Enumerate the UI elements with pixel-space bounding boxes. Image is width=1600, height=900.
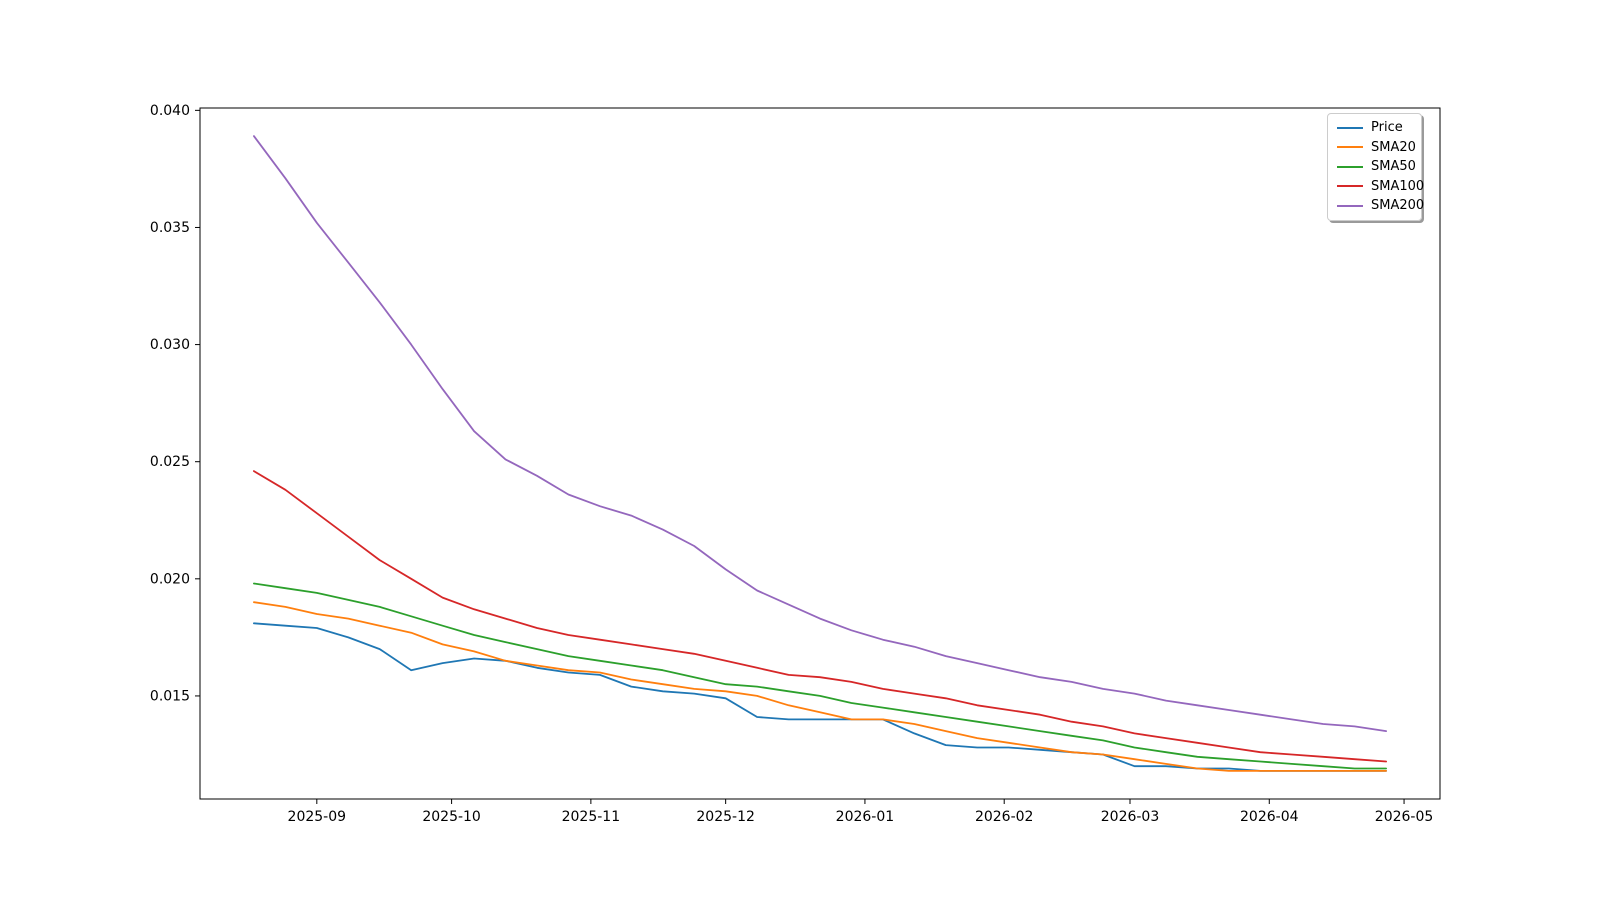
y-tick-label: 0.015 xyxy=(150,688,190,704)
legend-item-sma50: SMA50 xyxy=(1337,157,1416,177)
legend-swatch-sma20 xyxy=(1337,146,1363,149)
plot-border xyxy=(199,107,1441,800)
y-tick-label: 0.040 xyxy=(150,103,190,119)
y-tick-label: 0.035 xyxy=(150,220,190,236)
legend-label: SMA50 xyxy=(1371,159,1416,174)
legend-label: SMA200 xyxy=(1371,198,1425,213)
x-tick-label: 2025-09 xyxy=(288,809,347,825)
x-tick-label: 2026-03 xyxy=(1101,809,1160,825)
x-tick-label: 2025-11 xyxy=(562,809,621,825)
series-line-price xyxy=(252,622,1387,772)
series-line-sma50 xyxy=(252,582,1387,770)
legend: Price SMA20 SMA50 SMA100 SMA200 xyxy=(1327,113,1424,221)
legend-item-sma20: SMA20 xyxy=(1337,138,1416,158)
x-tick-label: 2025-10 xyxy=(422,809,481,825)
y-tick-label: 0.025 xyxy=(150,454,190,470)
x-tick-label: 2026-02 xyxy=(975,809,1034,825)
legend-item-sma100: SMA100 xyxy=(1337,177,1424,197)
legend-label: SMA100 xyxy=(1371,178,1425,194)
x-tick-label: 2026-01 xyxy=(836,809,895,825)
legend-swatch-sma50 xyxy=(1337,165,1363,168)
y-tick-label: 0.030 xyxy=(150,337,190,353)
legend-swatch-price xyxy=(1337,126,1363,129)
legend-item-sma200: SMA200 xyxy=(1337,196,1424,216)
legend-label: SMA20 xyxy=(1371,139,1416,155)
y-tick-label: 0.020 xyxy=(150,571,190,587)
legend-label: Price xyxy=(1371,120,1403,135)
series-line-sma200 xyxy=(252,135,1387,732)
legend-item-price: Price xyxy=(1337,118,1414,138)
legend-swatch-sma200 xyxy=(1337,204,1363,207)
series-line-sma100 xyxy=(252,470,1387,763)
legend-swatch-sma100 xyxy=(1337,185,1363,188)
x-tick-label: 2025-12 xyxy=(696,809,755,825)
x-tick-label: 2026-04 xyxy=(1240,809,1299,825)
x-tick-label: 2026-05 xyxy=(1375,809,1434,825)
series-line-sma20 xyxy=(252,601,1387,772)
